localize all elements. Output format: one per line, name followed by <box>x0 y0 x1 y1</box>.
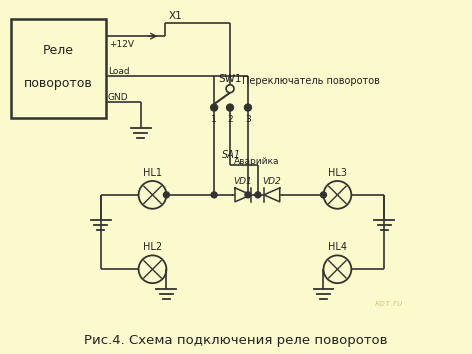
Text: поворотов: поворотов <box>24 77 93 90</box>
Circle shape <box>227 104 234 111</box>
Circle shape <box>244 104 252 111</box>
Text: кот.ru: кот.ru <box>374 299 403 308</box>
Circle shape <box>211 192 217 198</box>
Circle shape <box>255 192 261 198</box>
Circle shape <box>245 192 251 198</box>
Text: Реле: Реле <box>43 45 74 57</box>
Text: HL4: HL4 <box>328 242 347 252</box>
Text: HL1: HL1 <box>143 168 162 178</box>
Circle shape <box>211 104 218 111</box>
Text: HL3: HL3 <box>328 168 347 178</box>
Text: 3: 3 <box>245 115 251 125</box>
Text: Load: Load <box>108 67 129 76</box>
Text: Рис.4. Схема подключения реле поворотов: Рис.4. Схема подключения реле поворотов <box>84 334 388 347</box>
Circle shape <box>320 192 327 198</box>
Text: VD1: VD1 <box>234 177 253 187</box>
Text: SW1: SW1 <box>218 74 242 84</box>
Text: VD2: VD2 <box>262 177 281 187</box>
Text: Аварийка: Аварийка <box>234 156 279 166</box>
Circle shape <box>226 85 234 93</box>
Bar <box>11 19 106 119</box>
Text: +12V: +12V <box>109 40 134 48</box>
Circle shape <box>163 192 169 198</box>
Text: Переключатель поворотов: Переключатель поворотов <box>242 76 380 86</box>
Text: 2: 2 <box>227 115 233 125</box>
Text: GND: GND <box>108 93 128 102</box>
Text: X1: X1 <box>169 11 182 21</box>
Text: SA1: SA1 <box>222 150 241 160</box>
Text: HL2: HL2 <box>143 242 162 252</box>
Text: 1: 1 <box>211 115 217 125</box>
